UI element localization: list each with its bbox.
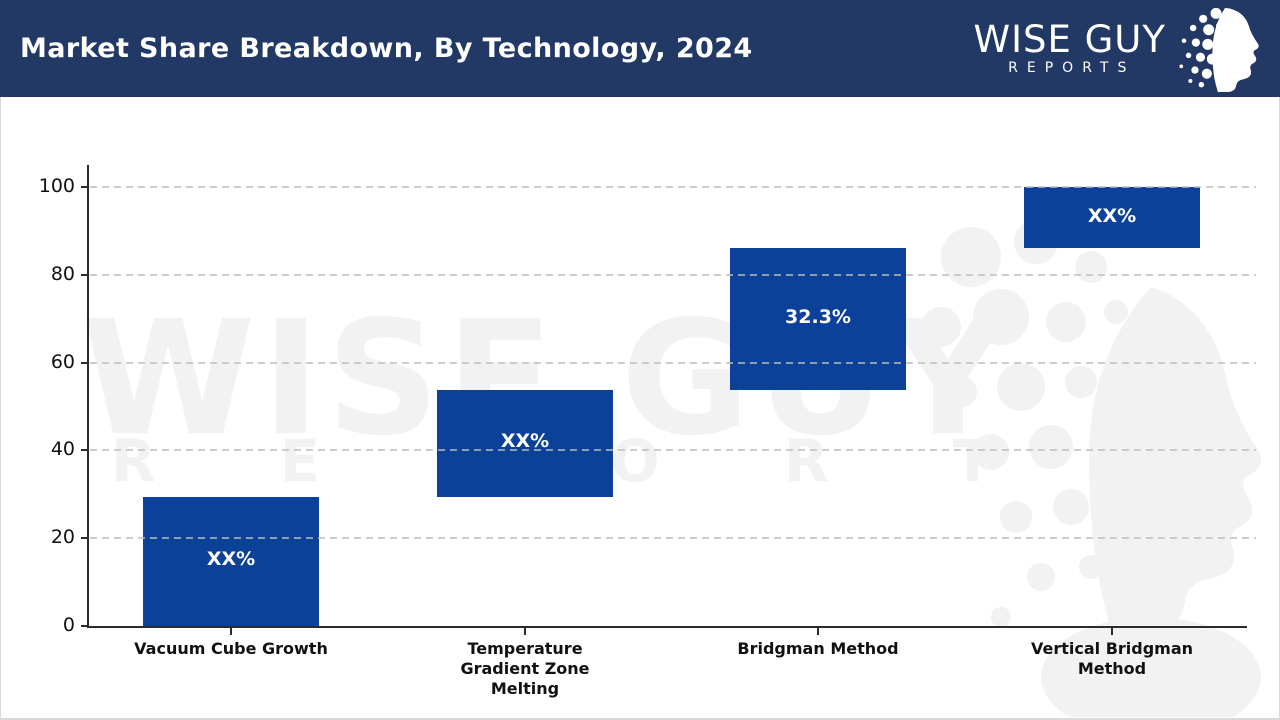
x-category-label-line: Bridgman Method [737,639,899,658]
gridline-20 [90,537,1256,540]
header-bar: Market Share Breakdown, By Technology, 2… [0,0,1280,97]
gridline-80 [90,273,1256,276]
bar-value-label: XX% [1087,204,1137,227]
bar-1[interactable] [143,496,319,626]
gridline-60 [90,361,1256,364]
y-tick-20 [81,537,89,540]
bar-value-label: XX% [500,430,550,453]
y-tick-label: 100 [38,175,75,197]
y-tick-label: 80 [50,262,75,285]
x-category-label-line: Method [1077,659,1147,678]
y-tick-100 [81,186,89,188]
logo-wordmark: WISE GUY REPORTS [973,17,1166,77]
y-tick-label: 40 [50,438,75,461]
logo-wiseguy-text: WISE GUY [973,17,1166,61]
bar-value-label: 32.3% [785,305,851,328]
page-title: Market Share Breakdown, By Technology, 2… [20,33,753,64]
y-tick-label: 0 [62,614,75,636]
x-category-label-line: Temperature [467,639,583,658]
y-axis-line [87,165,89,628]
gridline-100 [90,186,1256,188]
x-axis-line [87,626,1247,628]
x-category-label: Temperature Gradient Zone Melting [395,639,655,699]
bar-3[interactable] [730,248,906,390]
plot: 0 20 40 60 80 100 XX% Vacuum Cube Growth XX% Temp… [1,97,1279,718]
bar-2[interactable] [437,389,613,497]
x-category-label-line: Vacuum Cube Growth [134,639,328,658]
chart-area: WISE GUY R E P O R T S 0 20 40 60 80 100 XX% Va… [0,97,1280,720]
y-tick-label: 60 [50,350,75,373]
x-tick-3 [817,628,819,635]
x-tick-4 [1111,628,1113,635]
brand-logo: WISE GUY REPORTS [973,6,1262,92]
wiseguy-head-icon [1179,7,1259,92]
y-tick-80 [81,273,89,276]
x-tick-1 [230,628,232,635]
x-category-label: Vertical Bridgman Method [982,639,1242,679]
x-category-label-line: Melting [490,679,560,698]
logo-reports-text: REPORTS [1008,60,1136,77]
x-category-label-line: Gradient Zone [460,659,590,678]
y-tick-40 [81,449,89,452]
x-category-label-line: Vertical Bridgman [1030,639,1194,658]
y-tick-0 [81,625,89,627]
y-tick-60 [81,361,89,364]
x-tick-2 [524,628,526,635]
x-category-label: Bridgman Method [688,639,948,659]
x-category-label: Vacuum Cube Growth [101,639,361,659]
y-tick-label: 20 [50,526,75,549]
bar-value-label: XX% [206,548,256,571]
gridline-40 [90,449,1256,452]
